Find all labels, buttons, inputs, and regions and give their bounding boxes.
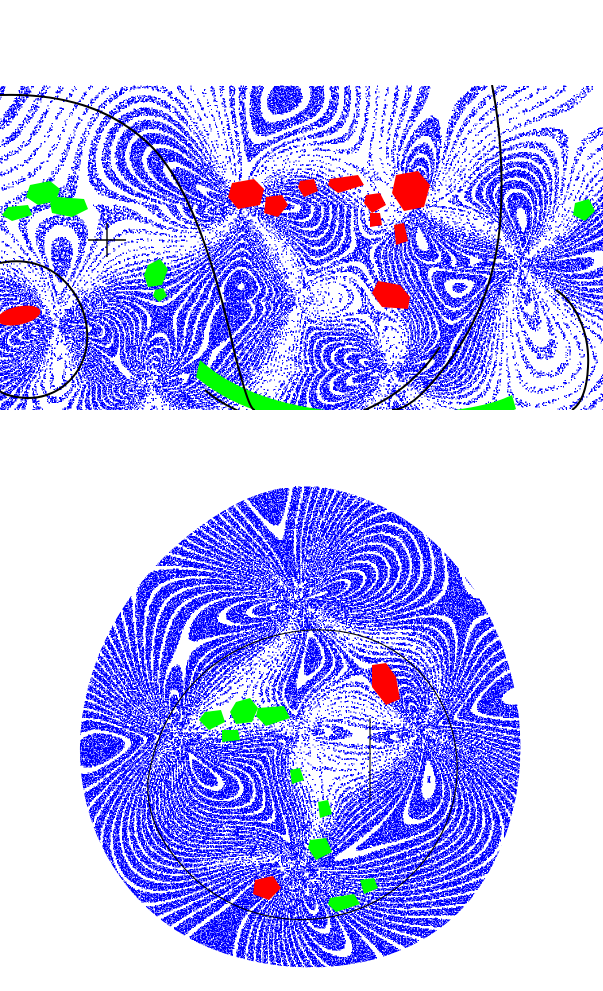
globe-content <box>0 480 603 980</box>
map-canvas <box>0 85 603 410</box>
negative-patch <box>222 730 240 742</box>
cylindrical-projection-panel <box>0 85 603 410</box>
orthographic-projection-panel <box>0 480 603 980</box>
map-content <box>0 85 603 410</box>
positive-patch <box>370 213 382 227</box>
globe-canvas <box>0 480 603 980</box>
